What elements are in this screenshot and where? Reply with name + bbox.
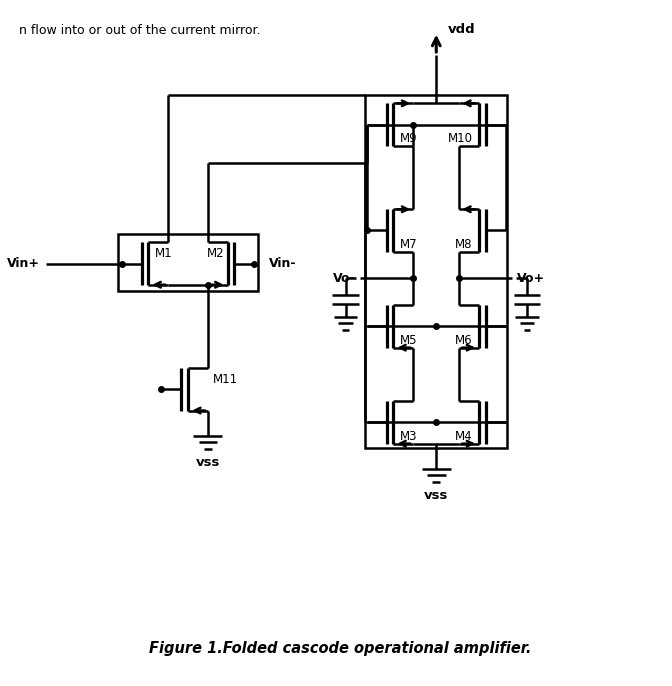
Text: n flow into or out of the current mirror.: n flow into or out of the current mirror… (19, 24, 261, 37)
Text: Vin+: Vin+ (7, 257, 40, 270)
Bar (118, 235, 257, 292)
Text: M6: M6 (455, 334, 472, 347)
Text: M7: M7 (400, 239, 417, 251)
Text: vss: vss (424, 488, 448, 501)
Text: M8: M8 (455, 239, 472, 251)
Bar (366, 95, 507, 447)
Text: Vo-: Vo- (333, 272, 355, 285)
Text: vdd: vdd (448, 23, 476, 36)
Text: M5: M5 (400, 334, 417, 347)
Text: M9: M9 (400, 132, 417, 145)
Text: vss: vss (196, 456, 220, 469)
Text: M10: M10 (448, 132, 472, 145)
Text: Vin-: Vin- (269, 257, 297, 270)
Text: M2: M2 (207, 247, 224, 260)
Text: Figure 1.Folded cascode operational amplifier.: Figure 1.Folded cascode operational ampl… (149, 641, 532, 657)
Text: Vo+: Vo+ (517, 272, 545, 285)
Text: M11: M11 (213, 373, 239, 386)
Text: M1: M1 (155, 247, 173, 260)
Text: M4: M4 (455, 430, 472, 443)
Text: M3: M3 (400, 430, 417, 443)
